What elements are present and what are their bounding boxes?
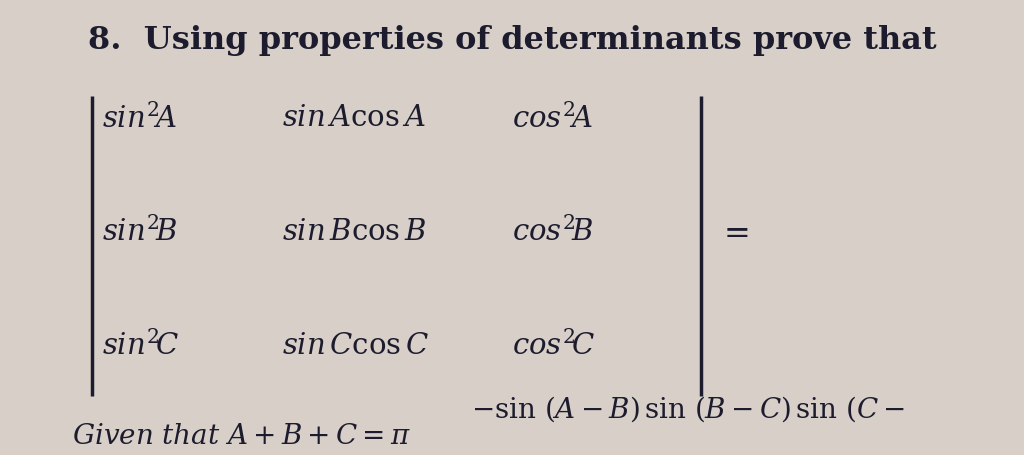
- Text: $cos^2\!A$: $cos^2\!A$: [512, 103, 593, 134]
- Text: $sin\,C\cos C$: $sin\,C\cos C$: [282, 332, 429, 360]
- Text: $cos^2\!C$: $cos^2\!C$: [512, 330, 595, 361]
- Text: 8.  Using properties of determinants prove that: 8. Using properties of determinants prov…: [88, 25, 936, 56]
- Text: Given that $A+B+C=\pi$: Given that $A+B+C=\pi$: [72, 423, 411, 450]
- Text: $sin^2\!A$: $sin^2\!A$: [102, 103, 177, 134]
- Text: $sin\,A\cos A$: $sin\,A\cos A$: [282, 104, 425, 132]
- Text: $-\sin\,(A-B)\,\sin\,(B-C)\,\sin\,(C-$: $-\sin\,(A-B)\,\sin\,(B-C)\,\sin\,(C-$: [471, 394, 905, 425]
- Text: $=$: $=$: [717, 217, 749, 248]
- Text: $cos^2\!B$: $cos^2\!B$: [512, 217, 593, 248]
- Text: $sin^2\!C$: $sin^2\!C$: [102, 330, 179, 361]
- Text: $sin\,B\cos B$: $sin\,B\cos B$: [282, 218, 426, 246]
- Text: $sin^2\!B$: $sin^2\!B$: [102, 217, 178, 248]
